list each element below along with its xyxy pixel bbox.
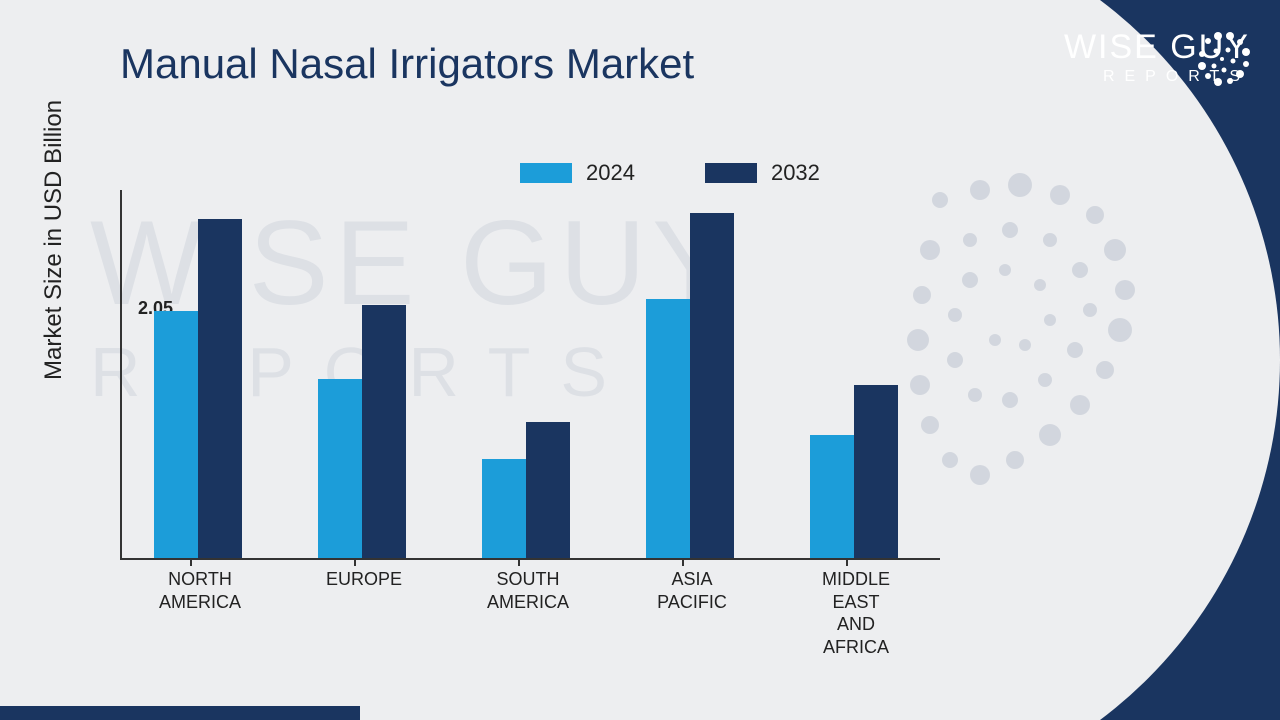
bar-2032 (526, 422, 570, 558)
legend-item-2032: 2032 (705, 160, 820, 186)
category-label: NORTHAMERICA (130, 558, 270, 613)
footer-accent-bar (0, 706, 360, 720)
page-root: WISE GUY REPORTS (0, 0, 1280, 720)
y-axis-label: Market Size in USD Billion (40, 100, 68, 380)
category-tick (518, 558, 520, 566)
bar-2032 (854, 385, 898, 558)
legend-label-b: 2032 (771, 160, 820, 186)
bar-2024 (810, 435, 854, 558)
legend-item-2024: 2024 (520, 160, 635, 186)
category-label: MIDDLEEASTANDAFRICA (786, 558, 926, 658)
bar-2024 (482, 459, 526, 558)
brand-logo: WISE GUY REPORTS (1064, 30, 1250, 86)
bar-chart: 2.05 NORTHAMERICAEUROPESOUTHAMERICAASIAP… (120, 190, 940, 560)
legend-label-a: 2024 (586, 160, 635, 186)
bar-2032 (690, 213, 734, 558)
category-tick (190, 558, 192, 566)
legend-swatch-b (705, 163, 757, 183)
bar-2032 (362, 305, 406, 558)
y-axis-line (120, 190, 122, 560)
legend: 2024 2032 (520, 160, 820, 186)
legend-swatch-a (520, 163, 572, 183)
category-label: EUROPE (294, 558, 434, 591)
category-tick (682, 558, 684, 566)
category-label: ASIAPACIFIC (622, 558, 762, 613)
bar-2024 (646, 299, 690, 558)
category-tick (354, 558, 356, 566)
bar-2024 (318, 379, 362, 558)
bar-2032 (198, 219, 242, 558)
bar-2024 (154, 311, 198, 558)
logo-head-icon (1188, 26, 1258, 96)
category-tick (846, 558, 848, 566)
chart-title: Manual Nasal Irrigators Market (120, 40, 694, 88)
category-label: SOUTHAMERICA (458, 558, 598, 613)
